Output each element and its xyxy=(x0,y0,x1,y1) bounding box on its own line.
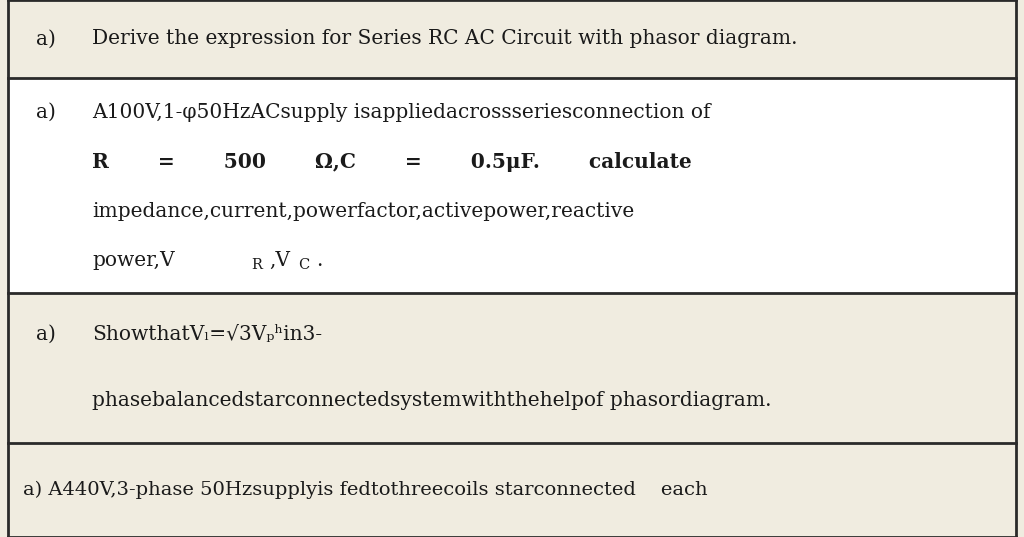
Text: A100V,1-φ50HzACsupply isappliedacrossseriesconnection of: A100V,1-φ50HzACsupply isappliedacrossser… xyxy=(92,103,711,122)
Text: Derive the expression for Series RC AC Circuit with phasor diagram.: Derive the expression for Series RC AC C… xyxy=(92,30,798,48)
Text: R       =       500       Ω,C       =       0.5μF.       calculate: R = 500 Ω,C = 0.5μF. calculate xyxy=(92,151,692,172)
Text: a) A440V,3-phase 50Hzsupplyis fedtothreecoils starconnected    each: a) A440V,3-phase 50Hzsupplyis fedtothree… xyxy=(23,481,708,499)
Text: power,V: power,V xyxy=(92,251,175,270)
Text: ,V: ,V xyxy=(269,251,291,270)
Text: a): a) xyxy=(36,103,55,122)
Text: phasebalancedstarconnectedsystemwiththehelpof phasordiagram.: phasebalancedstarconnectedsystemwiththeh… xyxy=(92,391,772,410)
Text: impedance,current,powerfactor,activepower,reactive: impedance,current,powerfactor,activepowe… xyxy=(92,201,635,221)
Text: a): a) xyxy=(36,325,55,344)
Text: R: R xyxy=(251,258,262,272)
Text: a): a) xyxy=(36,30,55,48)
Text: .: . xyxy=(316,251,323,270)
Text: ShowthatVₗ=√3Vₚʰin3-: ShowthatVₗ=√3Vₚʰin3- xyxy=(92,325,323,344)
Text: C: C xyxy=(298,258,309,272)
FancyBboxPatch shape xyxy=(8,78,1016,293)
